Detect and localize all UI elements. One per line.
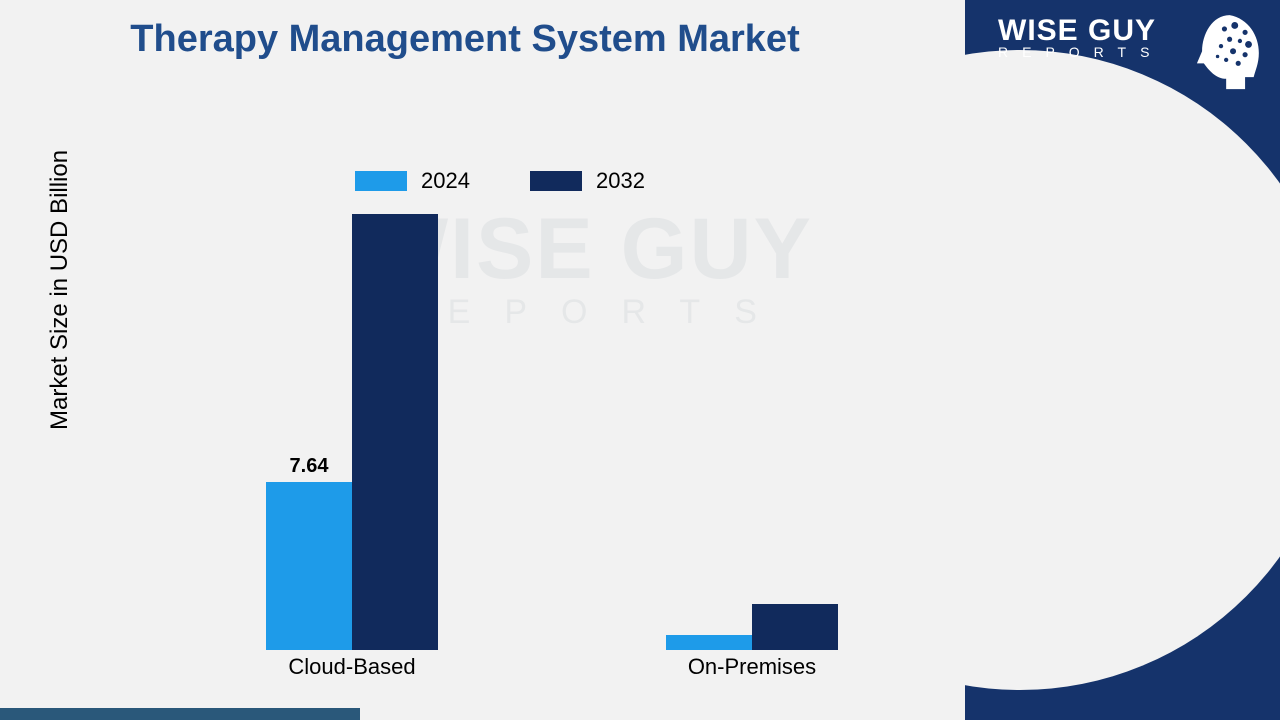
bar-group: Cloud-Based	[266, 210, 438, 650]
chart-title: Therapy Management System Market	[0, 18, 930, 61]
x-axis-label: On-Premises	[666, 650, 838, 680]
bar	[352, 214, 438, 650]
legend-label-2024: 2024	[421, 168, 470, 194]
chart-canvas: WISE GUY REPORTS Therapy Management Syst…	[0, 0, 1280, 720]
legend-item-2024: 2024	[355, 168, 470, 194]
bar	[752, 604, 838, 650]
legend-item-2032: 2032	[530, 168, 645, 194]
bottom-accent-bar	[0, 708, 360, 720]
legend-swatch-2024	[355, 171, 407, 191]
legend-label-2032: 2032	[596, 168, 645, 194]
legend: 2024 2032	[0, 168, 1000, 194]
bar	[666, 635, 752, 650]
bar-value-label: 7.64	[266, 455, 352, 478]
bar-group: On-Premises	[666, 210, 838, 650]
y-axis-label: Market Size in USD Billion	[46, 150, 74, 430]
brand-head-icon	[1178, 10, 1264, 96]
x-axis-label: Cloud-Based	[266, 650, 438, 680]
plot-area: Cloud-Based On-Premises 7.64	[96, 210, 996, 650]
legend-swatch-2032	[530, 171, 582, 191]
brand-logo: WISE GUY REPORTS	[998, 14, 1258, 60]
bar	[266, 482, 352, 650]
x-axis-baseline	[96, 649, 996, 650]
